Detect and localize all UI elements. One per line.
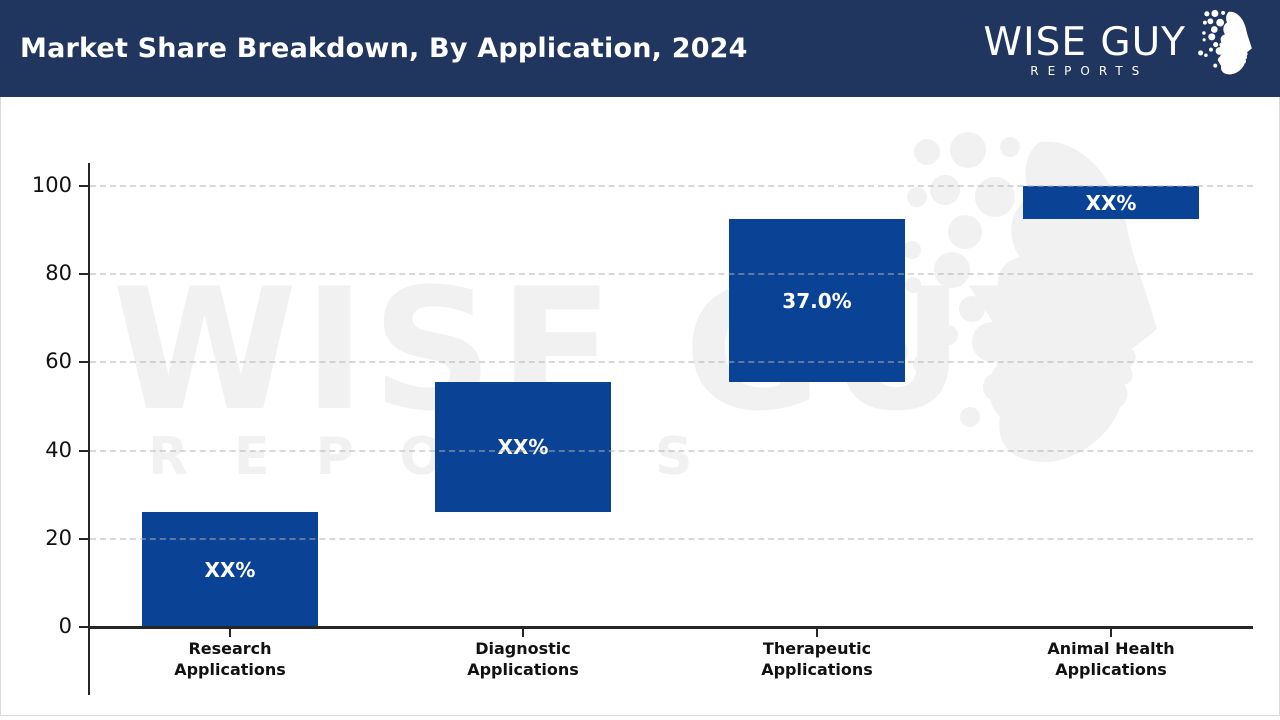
bar-segment-3[interactable]: XX% (1023, 186, 1199, 220)
bar-value-label: 37.0% (782, 288, 852, 313)
bar-segment-2[interactable]: 37.0% (729, 219, 905, 383)
x-category-label: Research Applications (174, 639, 286, 679)
y-tick-mark (79, 273, 89, 276)
x-tick-mark (1110, 629, 1112, 637)
chart-header: Market Share Breakdown, By Application, … (0, 0, 1280, 97)
x-category-label: Therapeutic Applications (761, 639, 873, 679)
y-tick-label: 60 (45, 349, 72, 374)
y-tick-mark (79, 361, 89, 364)
bar-segment-0[interactable]: XX% (142, 512, 318, 627)
y-tick-label: 0 (58, 614, 72, 638)
bar-value-label: XX% (1085, 190, 1137, 215)
logo-wordmark: WISE GUY (983, 19, 1186, 65)
page-title: Market Share Breakdown, By Application, … (20, 33, 748, 64)
gridline-20 (90, 537, 1253, 540)
x-category-label: Diagnostic Applications (467, 639, 579, 679)
logo-head-icon (1198, 9, 1252, 75)
bar-value-label: XX% (204, 557, 256, 582)
y-tick-label: 40 (45, 437, 72, 462)
gridline-40 (90, 449, 1253, 452)
logo-text: WISE GUY REPORTS (983, 19, 1186, 78)
plot-area: WISE GUY REPORTS 020406080100XX%Research… (0, 97, 1280, 717)
watermark-head-icon (882, 132, 1157, 462)
gridline-60 (90, 361, 1253, 364)
y-axis-line (88, 163, 90, 695)
gridline-80 (90, 273, 1253, 276)
bar-segment-1[interactable]: XX% (435, 382, 611, 513)
y-tick-mark (79, 537, 89, 540)
y-tick-mark (79, 449, 89, 452)
logo-subtitle: REPORTS (1030, 63, 1149, 78)
x-tick-mark (522, 629, 524, 637)
gridline-100 (90, 185, 1253, 187)
y-tick-mark (79, 185, 89, 187)
y-tick-label: 100 (31, 173, 72, 197)
x-category-label: Animal Health Applications (1047, 639, 1175, 679)
x-tick-mark (229, 629, 231, 637)
bar-value-label: XX% (497, 435, 549, 460)
y-tick-label: 80 (45, 261, 72, 286)
wise-guy-logo: WISE GUY REPORTS (984, 6, 1266, 94)
y-tick-label: 20 (45, 525, 72, 550)
x-axis-line (88, 626, 1253, 629)
x-tick-mark (816, 629, 818, 637)
y-tick-mark (79, 626, 89, 628)
